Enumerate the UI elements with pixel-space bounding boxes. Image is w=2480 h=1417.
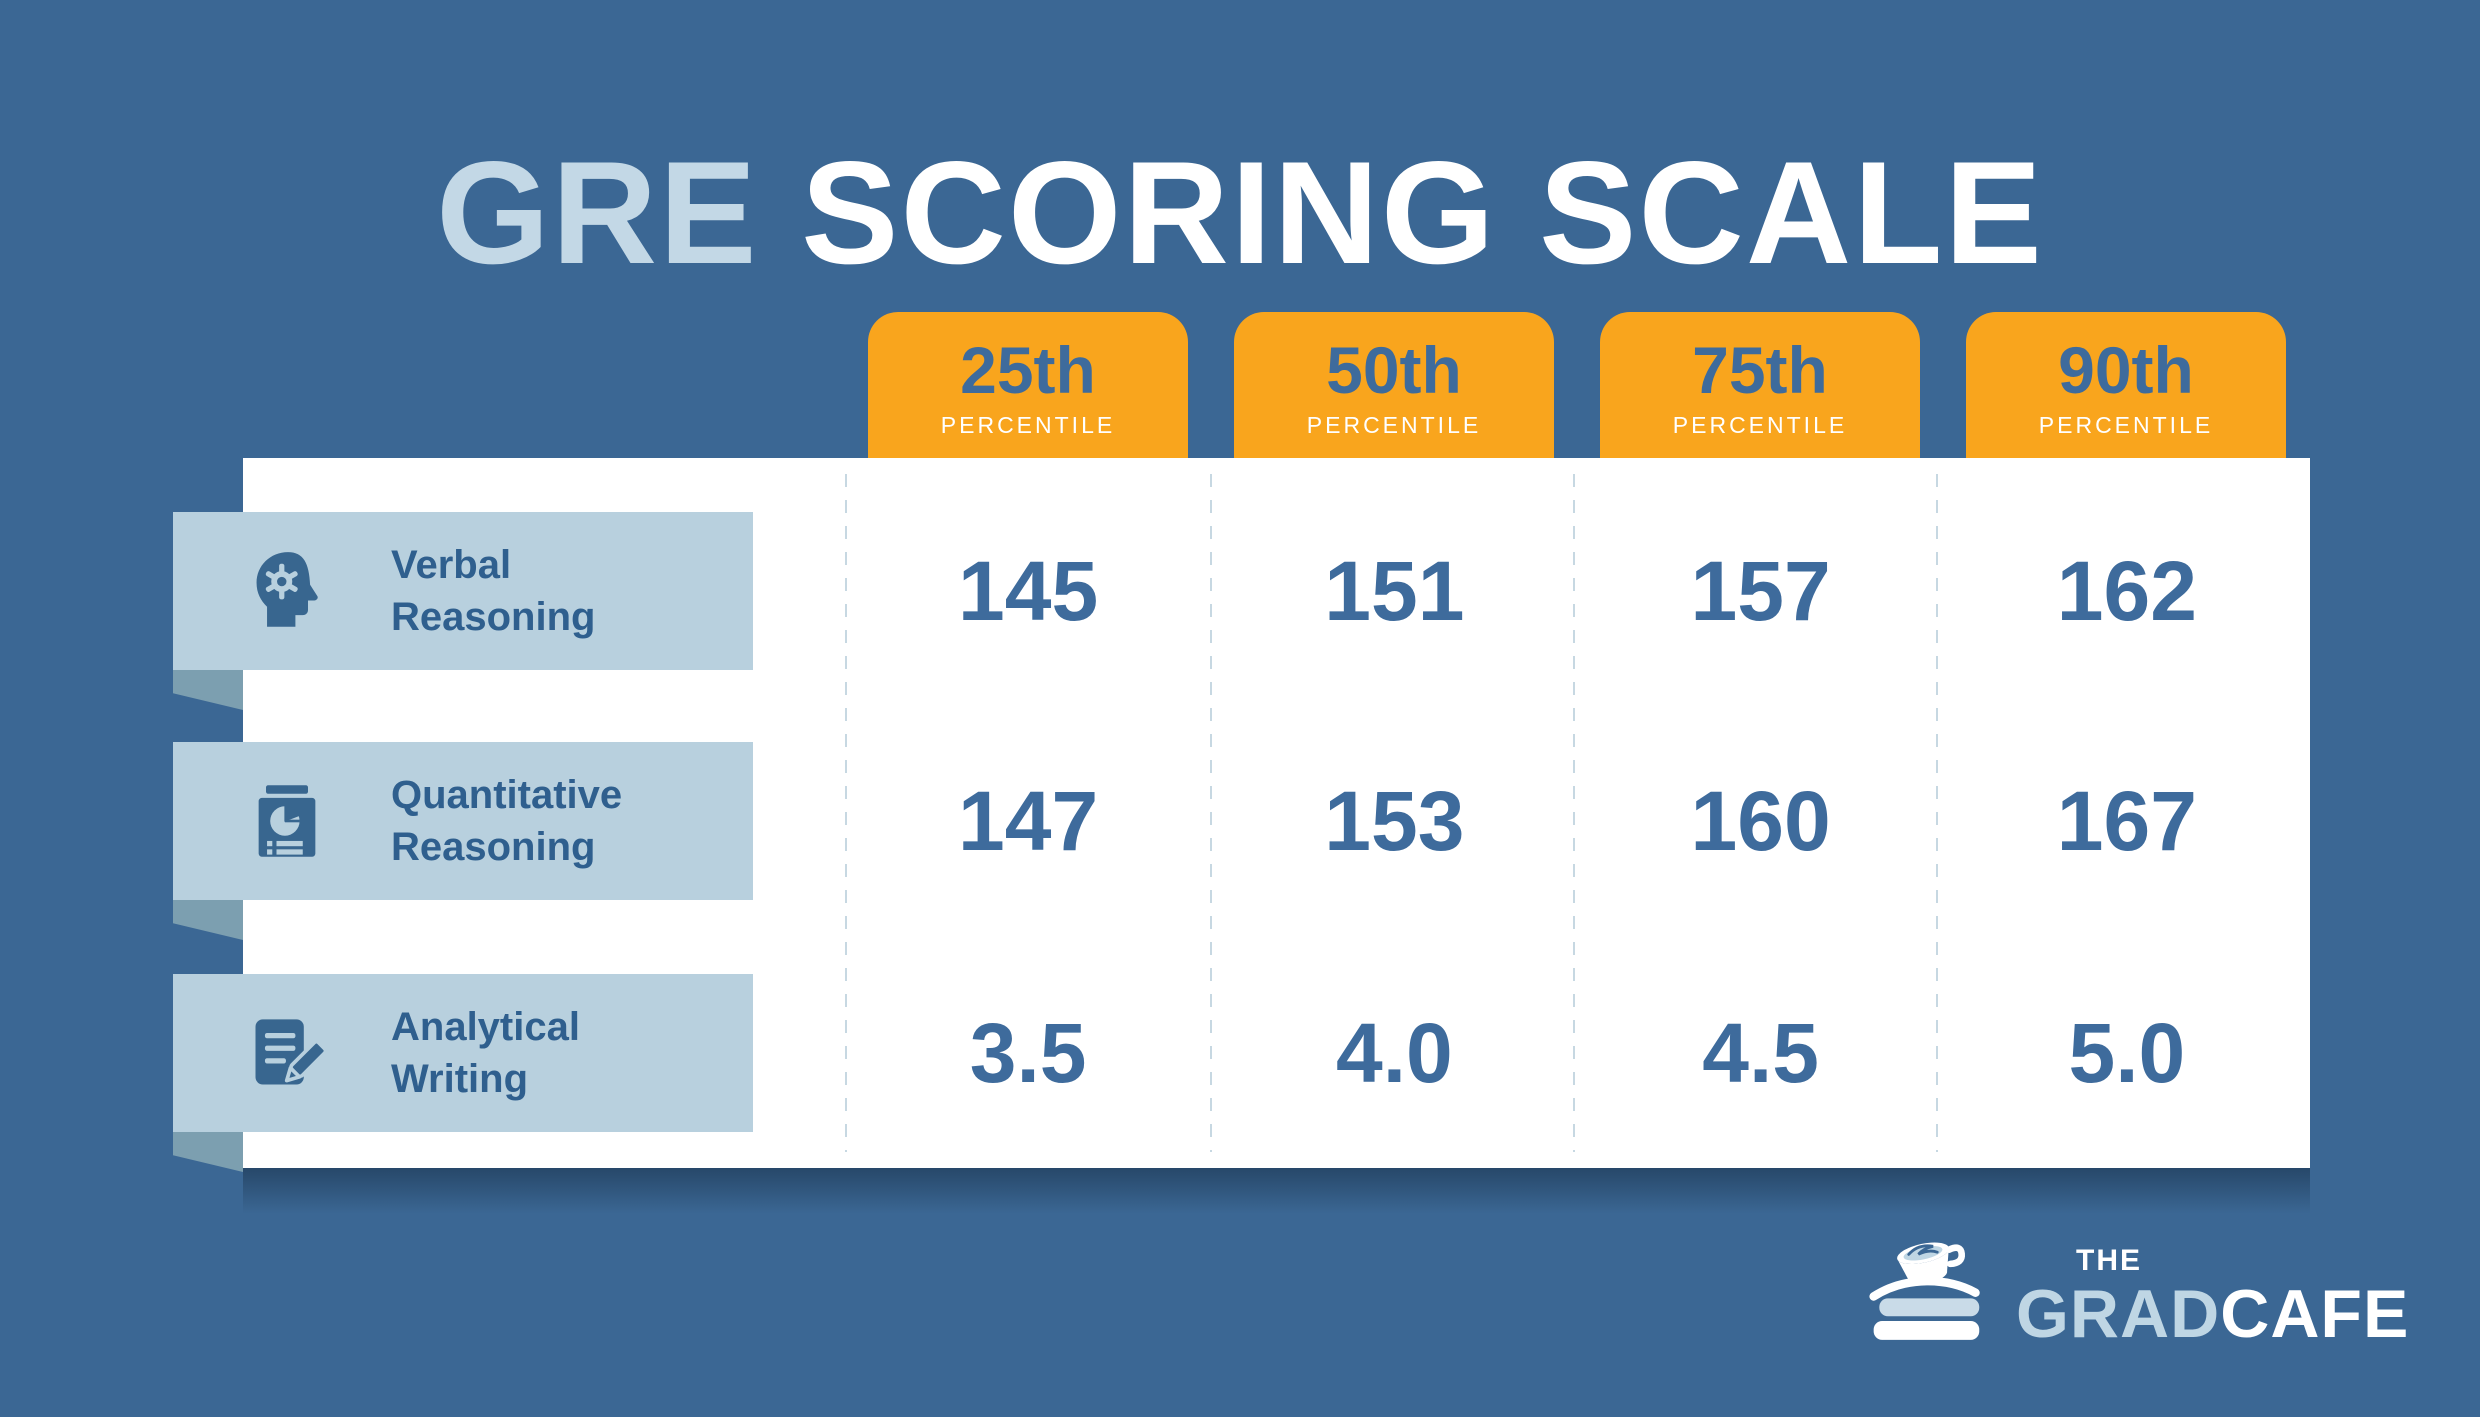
- score-cell: 145: [958, 543, 1099, 638]
- coffee-cup-books-icon: [1869, 1242, 1980, 1340]
- score-cell: 5.0: [2068, 1005, 2186, 1100]
- row-label-text: Verbal Reasoning: [391, 543, 596, 639]
- percentile-value: 75th: [1692, 333, 1828, 407]
- head-gear-icon: [256, 552, 318, 627]
- column-header-50th: 50th PERCENTILE: [1234, 312, 1554, 482]
- percentile-caption: PERCENTILE: [940, 412, 1116, 438]
- score-cell: 151: [1324, 543, 1465, 638]
- column-divider: [1573, 474, 1575, 1152]
- score-cell: 167: [2056, 773, 2197, 868]
- column-divider: [845, 474, 847, 1152]
- logo-the: THE: [2076, 1244, 2142, 1277]
- title-highlight: GRE: [436, 130, 759, 294]
- column-header-25th: 25th PERCENTILE: [868, 312, 1188, 482]
- score-cell: 3.5: [969, 1005, 1087, 1100]
- logo-text: THE GRADCAFE: [2016, 1244, 2409, 1348]
- percentile-caption: PERCENTILE: [2038, 412, 2214, 438]
- column-divider: [1210, 474, 1212, 1152]
- column-header-90th: 90th PERCENTILE: [1966, 312, 2286, 482]
- percentile-value: 90th: [2058, 333, 2194, 407]
- column-header-75th: 75th PERCENTILE: [1600, 312, 1920, 482]
- percentile-value: 25th: [960, 333, 1096, 407]
- table-row-verbal-values: 145 151 157 162: [845, 512, 2310, 670]
- row-label-verbal-reasoning: Verbal Reasoning: [173, 512, 753, 670]
- gradcafe-logo: THE GRADCAFE: [1868, 1226, 2409, 1348]
- title-rest: SCORING SCALE: [801, 130, 2044, 294]
- row-label-analytical-writing: Analytical Writing: [173, 974, 753, 1132]
- ribbon-fold: [173, 670, 243, 710]
- percentile-value: 50th: [1326, 333, 1462, 407]
- table-row-quantitative-values: 147 153 160 167: [845, 742, 2310, 900]
- score-cell: 160: [1690, 773, 1831, 868]
- score-cell: 4.5: [1702, 1005, 1820, 1100]
- page-title: GRE SCORING SCALE: [0, 128, 2480, 298]
- percentile-caption: PERCENTILE: [1672, 412, 1848, 438]
- score-cell: 4.0: [1335, 1005, 1453, 1100]
- score-cell: 162: [2056, 543, 2197, 638]
- column-divider: [1936, 474, 1938, 1152]
- document-pencil-icon: [255, 1019, 328, 1085]
- ribbon-fold: [173, 900, 243, 940]
- clipboard-chart-icon: [258, 785, 316, 857]
- score-cell: 153: [1324, 773, 1465, 868]
- row-label-text: Quantitative Reasoning: [391, 773, 623, 869]
- table-row-analytical-values: 3.5 4.0 4.5 5.0: [845, 974, 2310, 1132]
- score-cell: 147: [958, 773, 1099, 868]
- row-label-text: Analytical Writing: [391, 1005, 580, 1101]
- percentile-caption: PERCENTILE: [1306, 412, 1482, 438]
- row-label-quantitative-reasoning: Quantitative Reasoning: [173, 742, 753, 900]
- card-shadow: [243, 1168, 2310, 1214]
- score-cell: 157: [1690, 543, 1831, 638]
- logo-wordmark: GRADCAFE: [2016, 1276, 2410, 1352]
- ribbon-fold: [173, 1132, 243, 1172]
